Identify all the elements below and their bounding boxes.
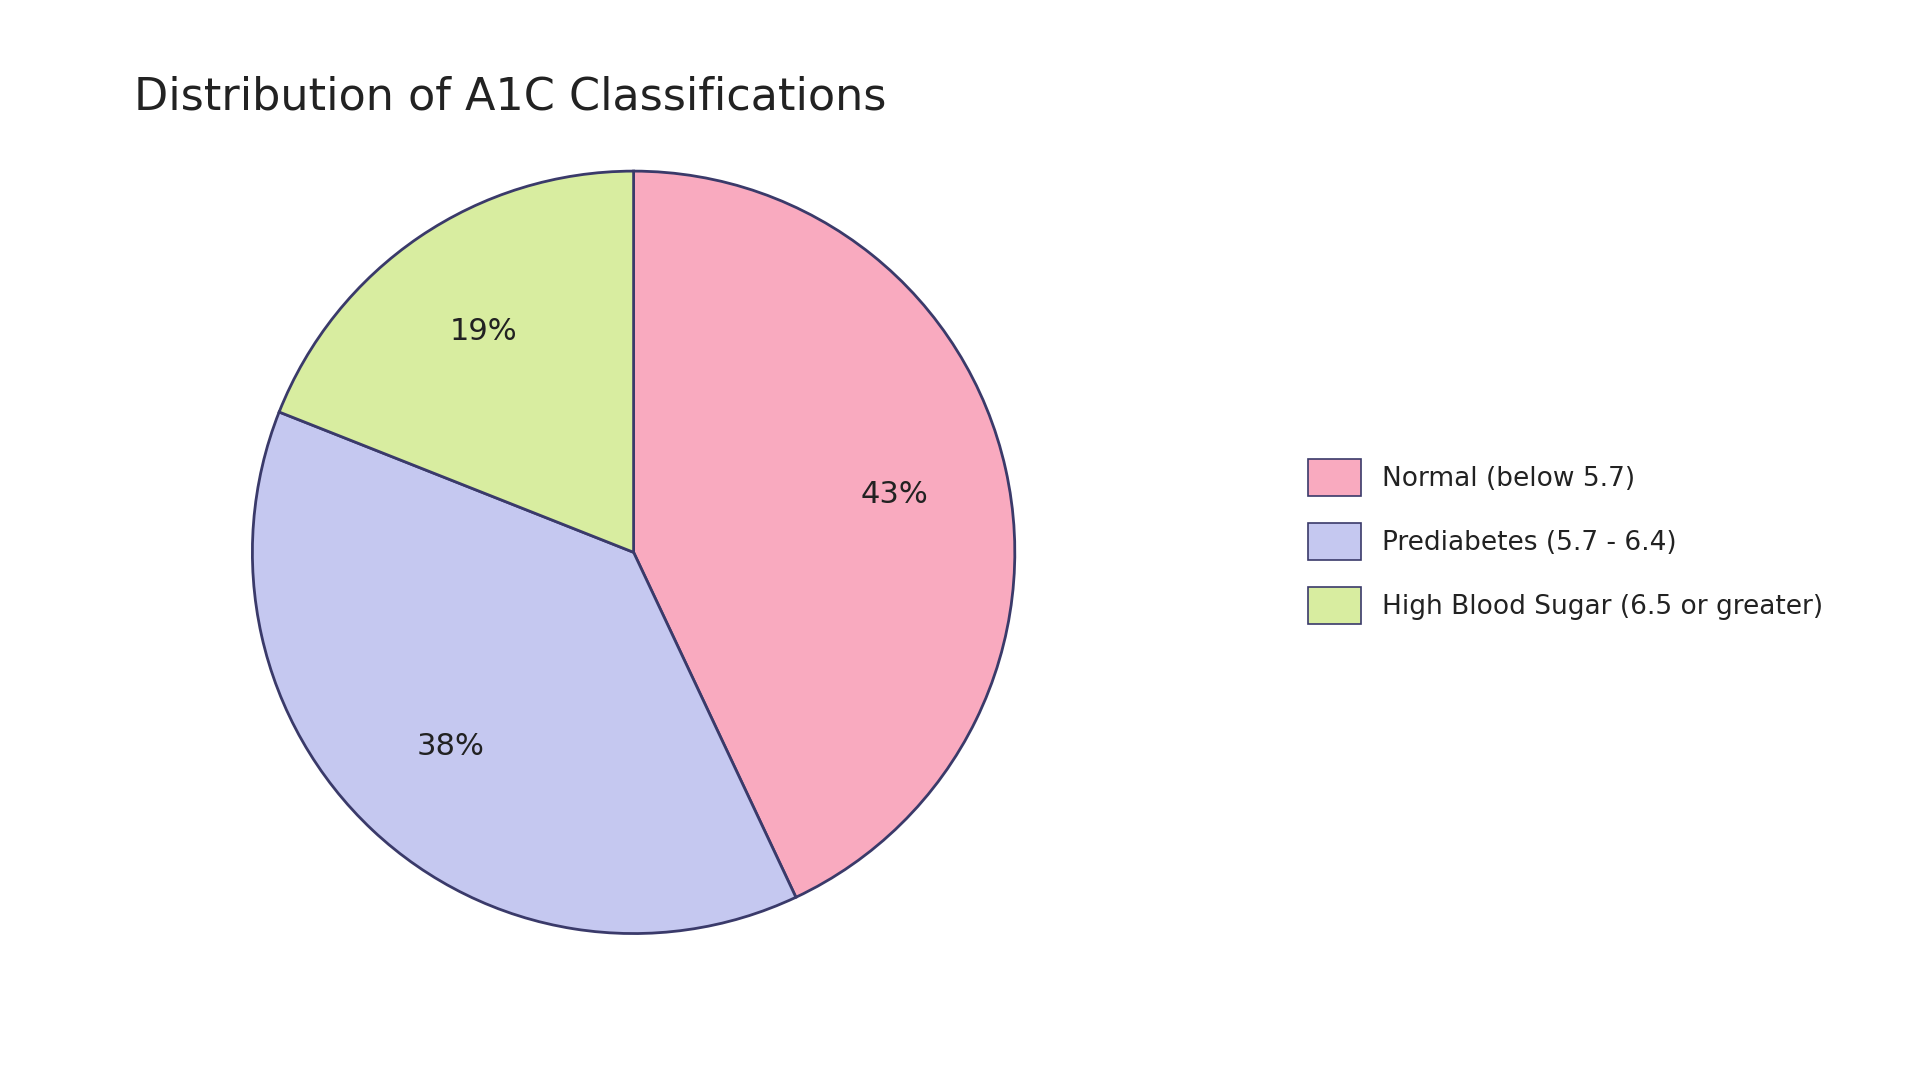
Wedge shape	[634, 171, 1016, 897]
Legend: Normal (below 5.7), Prediabetes (5.7 - 6.4), High Blood Sugar (6.5 or greater): Normal (below 5.7), Prediabetes (5.7 - 6…	[1281, 433, 1849, 650]
Wedge shape	[252, 412, 797, 934]
Text: 19%: 19%	[449, 317, 516, 347]
Text: 43%: 43%	[860, 480, 927, 509]
Text: 38%: 38%	[417, 732, 486, 761]
Text: Distribution of A1C Classifications: Distribution of A1C Classifications	[134, 76, 887, 119]
Wedge shape	[278, 171, 634, 552]
